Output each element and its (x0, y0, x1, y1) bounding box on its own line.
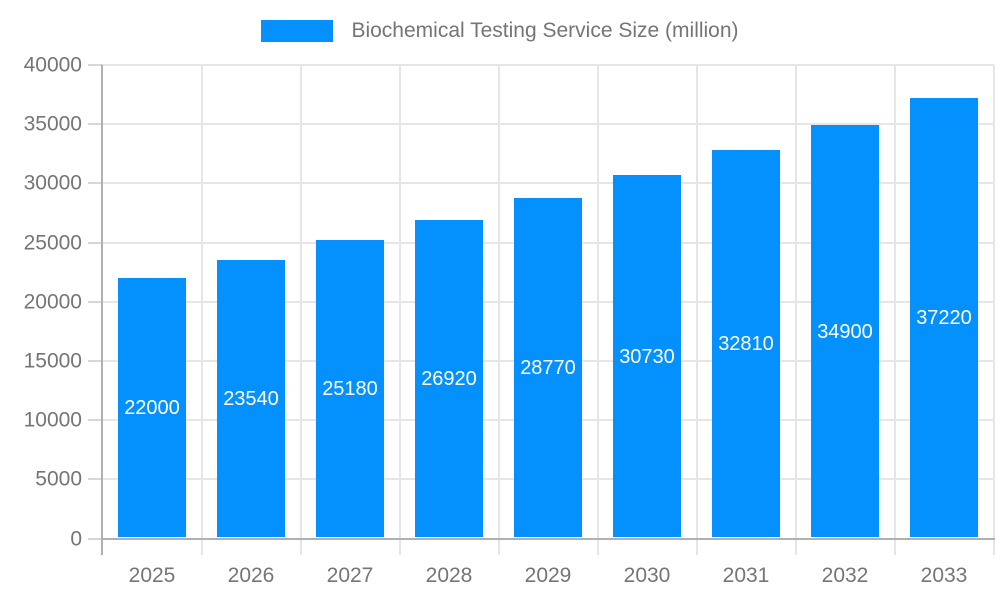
x-tick-label: 2031 (722, 564, 770, 587)
y-tick-mark (88, 123, 103, 126)
y-tick-label: 20000 (23, 290, 82, 314)
y-tick-mark (88, 478, 103, 481)
x-gridline (299, 65, 302, 555)
x-gridline (695, 65, 698, 555)
bar-value-label: 23540 (223, 388, 279, 411)
bar (712, 150, 780, 538)
y-tick-label: 35000 (23, 112, 82, 136)
y-tick-mark (88, 241, 103, 244)
x-tick-label: 2028 (425, 564, 473, 587)
x-gridline (497, 65, 500, 555)
bar-value-label: 34900 (817, 320, 873, 343)
y-tick-label: 15000 (23, 349, 82, 373)
y-tick-mark (88, 182, 103, 185)
bar (514, 197, 582, 538)
x-tick-label: 2032 (821, 564, 869, 587)
legend: Biochemical Testing Service Size (millio… (0, 19, 1000, 43)
bar (811, 125, 879, 538)
y-tick-mark (88, 537, 103, 540)
y-tick-label: 25000 (23, 231, 82, 255)
x-tick-label: 2026 (227, 564, 275, 587)
bar (217, 259, 285, 538)
bar-value-label: 37220 (916, 307, 972, 330)
x-gridline (596, 65, 599, 555)
legend-swatch (261, 20, 334, 42)
y-tick-mark (88, 419, 103, 422)
bar-value-label: 28770 (520, 357, 576, 380)
bar (415, 219, 483, 538)
bar (118, 278, 186, 538)
x-tick-label: 2027 (326, 564, 374, 587)
y-tick-mark (88, 64, 103, 66)
x-gridline (992, 65, 995, 555)
x-gridline (893, 65, 896, 555)
y-tick-label: 30000 (23, 171, 82, 195)
x-gridline (398, 65, 401, 555)
y-tick-mark (88, 300, 103, 303)
bar (613, 174, 681, 538)
bar (316, 240, 384, 538)
bar-value-label: 22000 (124, 397, 180, 420)
x-tick-label: 2033 (920, 564, 968, 587)
y-tick-label: 10000 (23, 408, 82, 432)
bar-value-label: 26920 (421, 368, 477, 391)
bar (910, 97, 978, 538)
x-tick-label: 2029 (524, 564, 572, 587)
y-tick-label: 5000 (35, 467, 82, 491)
y-tick-label: 0 (70, 527, 82, 550)
bar-value-label: 30730 (619, 345, 675, 368)
y-axis-line (101, 65, 103, 555)
x-tick-label: 2025 (128, 564, 176, 587)
x-gridline (200, 65, 203, 555)
x-tick-label: 2030 (623, 564, 671, 587)
x-axis-line (101, 537, 995, 540)
y-gridline (102, 182, 994, 185)
y-gridline (102, 64, 994, 66)
bar-value-label: 32810 (718, 333, 774, 356)
y-gridline (102, 123, 994, 126)
y-tick-mark (88, 359, 103, 362)
y-tick-label: 40000 (23, 53, 82, 77)
x-gridline (794, 65, 797, 555)
legend-label: Biochemical Testing Service Size (millio… (351, 19, 739, 42)
bar-value-label: 25180 (322, 378, 378, 401)
